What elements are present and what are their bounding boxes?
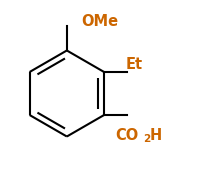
- Text: CO: CO: [115, 128, 138, 143]
- Text: H: H: [149, 128, 161, 143]
- Text: OMe: OMe: [80, 14, 117, 29]
- Text: 2: 2: [143, 134, 150, 144]
- Text: Et: Et: [125, 57, 142, 72]
